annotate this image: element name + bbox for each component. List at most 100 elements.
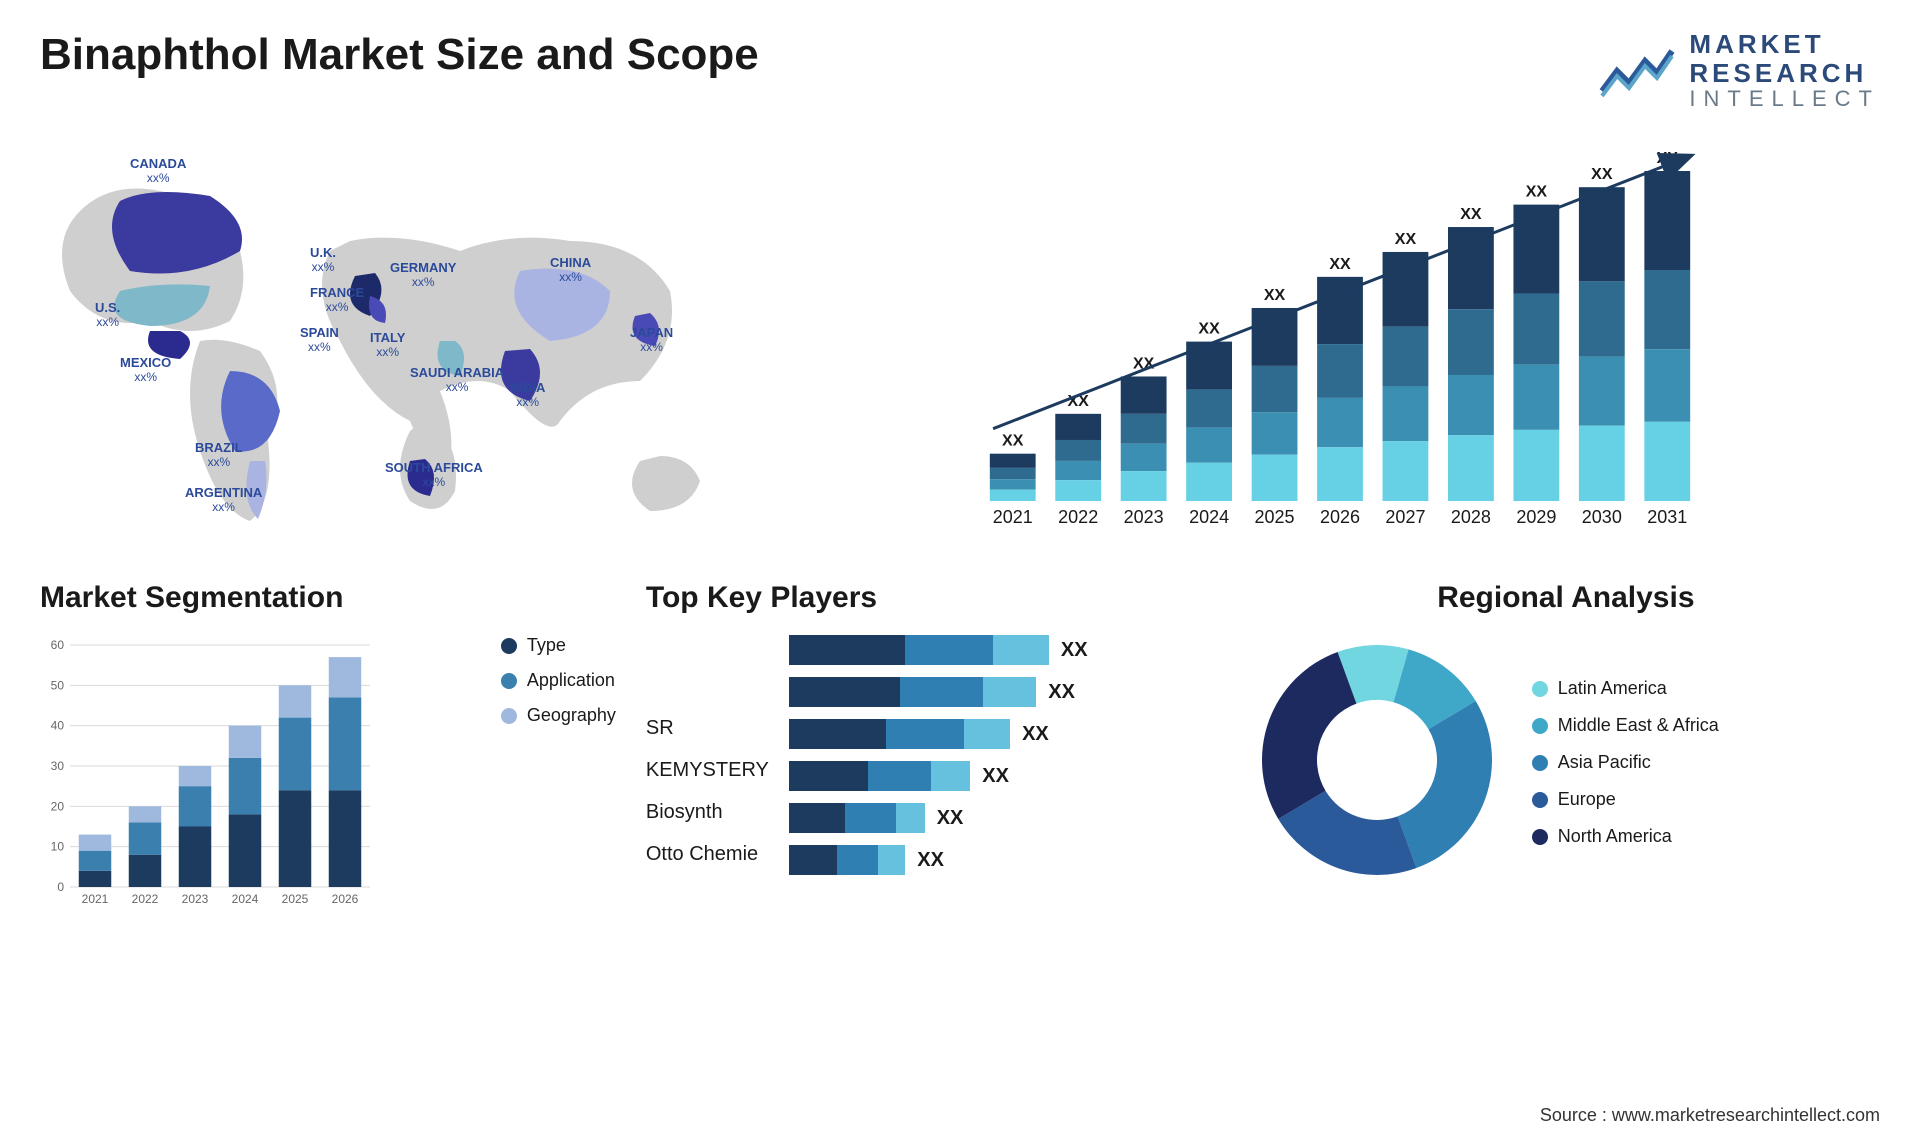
svg-text:10: 10: [51, 840, 65, 854]
segmentation-panel: Market Segmentation 01020304050602021202…: [40, 581, 616, 915]
player-value: XX: [1048, 681, 1075, 704]
region-legend-item: Latin America: [1532, 678, 1719, 699]
map-label: CANADAxx%: [130, 157, 186, 184]
legend-swatch-icon: [501, 708, 517, 724]
svg-text:2021: 2021: [82, 892, 109, 906]
player-name: Biosynth: [646, 797, 769, 827]
svg-text:XX: XX: [1264, 287, 1286, 304]
player-bar: [789, 677, 1036, 707]
svg-text:2024: 2024: [232, 892, 259, 906]
legend-label: Type: [527, 635, 566, 656]
map-label: BRAZILxx%: [195, 441, 243, 468]
segmentation-bar-chart: 0102030405060202120222023202420252026: [40, 635, 380, 915]
logo-mark-icon: [1597, 41, 1677, 101]
map-label: GERMANYxx%: [390, 261, 456, 288]
svg-text:2022: 2022: [1058, 507, 1098, 527]
legend-item: Application: [501, 670, 616, 691]
svg-text:2031: 2031: [1647, 507, 1687, 527]
player-bar-row: XX: [789, 719, 1222, 749]
map-label: FRANCExx%: [310, 286, 364, 313]
region-legend-label: Latin America: [1558, 678, 1667, 699]
player-name: Otto Chemie: [646, 839, 769, 869]
player-bar-segment: [868, 761, 931, 791]
svg-text:0: 0: [57, 880, 64, 894]
map-label: U.S.xx%: [95, 301, 120, 328]
region-legend-item: Europe: [1532, 789, 1719, 810]
logo-line1: MARKET: [1689, 30, 1880, 59]
map-label: CHINAxx%: [550, 256, 591, 283]
legend-label: Application: [527, 670, 615, 691]
source-note: Source : www.marketresearchintellect.com: [1540, 1105, 1880, 1126]
legend-swatch-icon: [1532, 755, 1548, 771]
legend-swatch-icon: [1532, 829, 1548, 845]
map-label: ITALYxx%: [370, 331, 405, 358]
player-value: XX: [917, 849, 944, 872]
svg-text:2025: 2025: [1255, 507, 1295, 527]
region-legend-label: North America: [1558, 826, 1672, 847]
player-name: KEMYSTERY: [646, 755, 769, 785]
svg-text:XX: XX: [1198, 321, 1220, 338]
svg-text:XX: XX: [1460, 206, 1482, 223]
player-bar-segment: [845, 803, 895, 833]
regional-panel: Regional Analysis Latin America Middle Ea…: [1252, 581, 1880, 915]
region-legend-label: Europe: [1558, 789, 1616, 810]
player-bar-row: XX: [789, 677, 1222, 707]
svg-text:2021: 2021: [993, 507, 1033, 527]
player-bar-row: XX: [789, 845, 1222, 875]
svg-text:20: 20: [51, 800, 65, 814]
players-panel: Top Key Players SR KEMYSTERY Biosynth Otto …: [646, 581, 1222, 915]
map-label: INDIAxx%: [510, 381, 545, 408]
player-bar-segment: [964, 719, 1011, 749]
svg-text:XX: XX: [1329, 256, 1351, 273]
logo-line3: INTELLECT: [1689, 87, 1880, 111]
segmentation-legend: Type Application Geography: [501, 635, 616, 915]
svg-text:2023: 2023: [182, 892, 209, 906]
regional-donut-chart: [1252, 635, 1502, 890]
svg-text:2026: 2026: [332, 892, 359, 906]
player-bar-segment: [878, 845, 905, 875]
player-bar: [789, 635, 1049, 665]
map-label: SAUDI ARABIAxx%: [410, 366, 504, 393]
player-name: SR: [646, 713, 769, 743]
player-bar-segment: [789, 635, 905, 665]
player-value: XX: [1061, 639, 1088, 662]
segmentation-title: Market Segmentation: [40, 581, 616, 615]
page-title: Binaphthol Market Size and Scope: [40, 30, 759, 80]
growth-chart-panel: XX2021XX2022XX2023XX2024XX2025XX2026XX20…: [980, 141, 1880, 541]
svg-text:2025: 2025: [282, 892, 309, 906]
players-title: Top Key Players: [646, 581, 1222, 615]
player-bar-segment: [896, 803, 925, 833]
map-label: JAPANxx%: [630, 326, 673, 353]
svg-text:XX: XX: [1591, 167, 1613, 184]
player-bar-segment: [789, 761, 869, 791]
region-legend-label: Asia Pacific: [1558, 752, 1651, 773]
player-bar-segment: [789, 803, 845, 833]
svg-text:2027: 2027: [1385, 507, 1425, 527]
svg-text:2024: 2024: [1189, 507, 1229, 527]
region-legend-item: North America: [1532, 826, 1719, 847]
player-bar: [789, 845, 905, 875]
player-value: XX: [937, 807, 964, 830]
map-label: MEXICOxx%: [120, 356, 171, 383]
player-bar-segment: [983, 677, 1036, 707]
player-value: XX: [1022, 723, 1049, 746]
legend-label: Geography: [527, 705, 616, 726]
region-legend-item: Asia Pacific: [1532, 752, 1719, 773]
svg-text:2026: 2026: [1320, 507, 1360, 527]
player-bar-segment: [931, 761, 970, 791]
growth-bar-chart: XX2021XX2022XX2023XX2024XX2025XX2026XX20…: [980, 141, 1700, 541]
region-legend-label: Middle East & Africa: [1558, 715, 1719, 736]
svg-text:50: 50: [51, 679, 65, 693]
player-bar-segment: [789, 677, 901, 707]
svg-text:XX: XX: [1395, 231, 1417, 248]
legend-swatch-icon: [501, 673, 517, 689]
regional-title: Regional Analysis: [1252, 581, 1880, 615]
svg-text:2023: 2023: [1124, 507, 1164, 527]
player-bar-row: XX: [789, 635, 1222, 665]
world-map-panel: CANADAxx%U.S.xx%MEXICOxx%BRAZILxx%ARGENT…: [40, 141, 940, 541]
svg-text:60: 60: [51, 638, 65, 652]
legend-item: Geography: [501, 705, 616, 726]
logo-line2: RESEARCH: [1689, 59, 1880, 88]
legend-swatch-icon: [501, 638, 517, 654]
player-bar-row: XX: [789, 803, 1222, 833]
